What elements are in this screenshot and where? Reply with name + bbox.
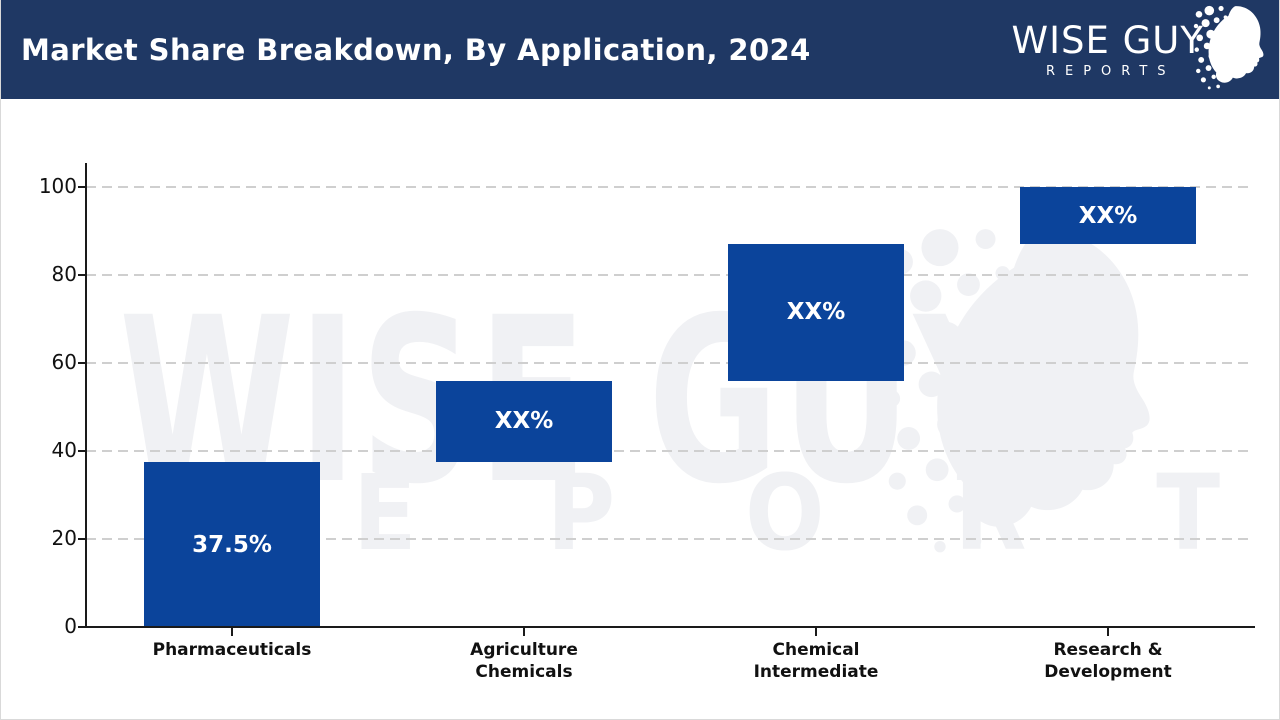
bar-value-label: XX% xyxy=(494,408,554,435)
y-tick-label-60: 60 xyxy=(51,350,77,374)
y-tick-mark-0 xyxy=(78,626,86,628)
y-tick-label-80: 80 xyxy=(51,262,77,286)
x-tick-mark-agriculture-chemicals xyxy=(523,628,525,636)
brand-name: WISE GUY xyxy=(1011,18,1204,62)
gridline-60 xyxy=(86,362,1254,364)
gridline-20 xyxy=(86,538,1254,540)
x-category-label-line: Development xyxy=(1044,662,1172,683)
brand-logo-words: WISE GUY REPORTS xyxy=(1012,22,1204,78)
y-tick-mark-80 xyxy=(78,274,86,276)
y-tick-mark-40 xyxy=(78,450,86,452)
x-tick-mark-research-development xyxy=(1107,628,1109,636)
y-tick-label-0: 0 xyxy=(64,614,77,638)
x-category-label-line: Agriculture xyxy=(470,640,578,660)
y-axis-line xyxy=(85,163,87,628)
gridline-100 xyxy=(86,186,1254,188)
y-tick-label-40: 40 xyxy=(51,438,77,462)
bar-value-label: 37.5% xyxy=(192,531,272,558)
y-tick-label-20: 20 xyxy=(51,526,77,550)
brand-logo: WISE GUY REPORTS xyxy=(1012,4,1272,96)
bar-value-label: XX% xyxy=(786,299,846,326)
x-category-label-research-development: Research & Development xyxy=(1044,639,1171,683)
brand-subtitle: REPORTS xyxy=(1045,63,1176,79)
bar-chemical-intermediate: XX% xyxy=(728,244,904,381)
bar-research-development: XX% xyxy=(1020,187,1196,245)
x-category-label-line: Intermediate xyxy=(753,662,879,683)
header-banner: Market Share Breakdown, By Application, … xyxy=(1,0,1279,99)
x-category-label-line: Chemicals xyxy=(475,662,573,683)
gridline-80 xyxy=(86,274,1254,276)
x-category-label-line: Pharmaceuticals xyxy=(152,640,312,660)
y-tick-mark-60 xyxy=(78,362,86,364)
gridline-40 xyxy=(86,450,1254,452)
x-category-label-chemical-intermediate: Chemical Intermediate xyxy=(754,639,879,683)
page-title: Market Share Breakdown, By Application, … xyxy=(21,32,811,67)
y-tick-mark-20 xyxy=(78,538,86,540)
x-tick-mark-pharmaceuticals xyxy=(231,628,233,636)
y-tick-label-100: 100 xyxy=(38,174,77,198)
bar-pharmaceuticals: 37.5% xyxy=(144,462,320,627)
x-axis-line xyxy=(85,626,1255,628)
bar-agriculture-chemicals: XX% xyxy=(436,380,612,462)
x-tick-mark-chemical-intermediate xyxy=(815,628,817,636)
x-category-label-pharmaceuticals: Pharmaceuticals xyxy=(153,639,312,661)
x-category-label-line: Research & xyxy=(1053,640,1163,660)
x-category-label-agriculture-chemicals: Agriculture Chemicals xyxy=(470,639,578,683)
x-category-label-line: Chemical xyxy=(772,640,860,660)
y-tick-mark-100 xyxy=(78,186,86,188)
bar-value-label: XX% xyxy=(1078,202,1138,229)
